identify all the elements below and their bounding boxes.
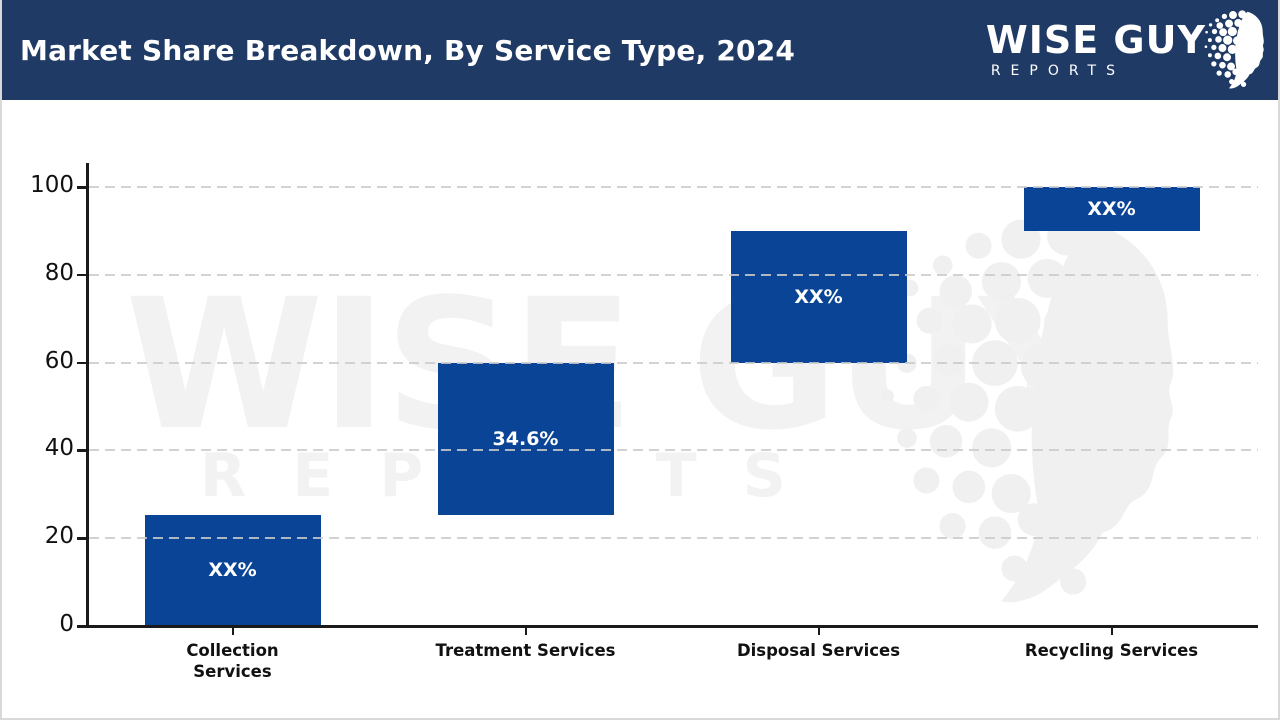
y-tick-label: 100 [30,172,74,199]
y-tick-mark [77,186,86,189]
logo-subtext: REPORTS [990,63,1125,79]
x-axis-line [86,625,1258,628]
gridline-60 [89,361,1258,364]
x-tick-mark [524,628,527,635]
bar-value-label-treatment-services: 34.6% [492,427,559,450]
header-bar: Market Share Breakdown, By Service Type,… [0,0,1280,100]
x-tick-mark [817,628,820,635]
y-axis-line [86,163,89,626]
chart-title: Market Share Breakdown, By Service Type,… [20,33,796,67]
y-tick-label: 80 [44,259,74,286]
bar-treatment-services: 34.6% [437,362,614,515]
x-category-label-collection-services: Collection Services [186,641,279,682]
logo-wordmark: WISE GUY [985,18,1206,62]
x-category-label-recycling-services: Recycling Services [1024,641,1199,660]
x-category-label-disposal-services: Disposal Services [736,641,901,660]
y-tick-label: 20 [44,523,74,550]
x-tick-mark [231,628,234,635]
gridline-40 [89,449,1258,452]
y-tick-label: 0 [59,611,74,637]
x-tick-mark [1110,628,1113,635]
bar-collection-services: XX% [144,514,321,626]
brand-logo: WISE GUY REPORTS [986,8,1266,92]
y-tick-mark [77,273,86,277]
gridline-80 [89,273,1258,276]
logo-wordmark-block: WISE GUY REPORTS [986,21,1206,79]
y-tick-mark [77,625,86,628]
gridline-20 [89,537,1258,540]
bar-recycling-services: XX% [1023,187,1200,232]
logo-head-icon [1204,10,1264,89]
x-category-label-treatment-services: Treatment Services [435,641,616,660]
y-tick-mark [77,449,86,452]
y-tick-label: 60 [44,347,74,374]
y-tick-mark [77,361,86,365]
gridline-100 [89,186,1258,189]
bar-value-label-disposal-services: XX% [794,285,843,308]
y-tick-label: 40 [44,435,74,462]
bar-value-label-collection-services: XX% [208,559,257,582]
y-tick-mark [77,537,86,540]
bar-disposal-services: XX% [730,231,907,363]
bar-value-label-recycling-services: XX% [1087,198,1136,221]
